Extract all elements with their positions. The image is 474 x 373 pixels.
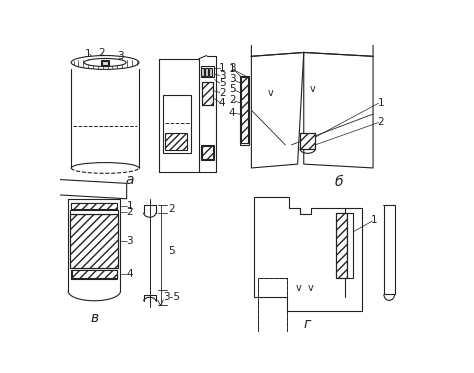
Text: 3-5: 3-5	[163, 292, 180, 303]
Bar	[202, 82, 213, 105]
Text: 1: 1	[85, 49, 91, 59]
Text: 1: 1	[377, 97, 384, 107]
Text: 3: 3	[229, 63, 236, 73]
Text: 1: 1	[127, 201, 133, 211]
Text: 4: 4	[127, 269, 133, 279]
Text: 4: 4	[219, 97, 226, 107]
Text: 3: 3	[219, 70, 226, 81]
Bar	[201, 145, 214, 160]
Bar	[102, 61, 108, 65]
Text: v: v	[268, 88, 273, 97]
Text: в: в	[90, 311, 99, 325]
Bar	[384, 205, 395, 294]
Text: 2: 2	[98, 48, 105, 58]
Polygon shape	[59, 179, 127, 199]
Bar	[71, 270, 118, 279]
Bar	[300, 133, 315, 149]
Polygon shape	[304, 53, 373, 168]
Bar	[71, 214, 118, 268]
Bar	[209, 68, 212, 76]
Bar	[201, 66, 214, 77]
Bar	[257, 278, 287, 343]
Text: б: б	[334, 175, 343, 189]
Text: v: v	[308, 283, 314, 293]
Text: 3: 3	[229, 74, 236, 84]
Bar	[71, 203, 118, 209]
Text: 2: 2	[219, 88, 226, 97]
Text: v: v	[295, 283, 301, 293]
Bar	[163, 95, 191, 153]
Bar	[300, 133, 315, 149]
Bar	[257, 278, 287, 343]
Bar	[202, 146, 213, 159]
Polygon shape	[251, 35, 373, 56]
Text: 2: 2	[229, 95, 236, 105]
Bar	[165, 133, 188, 150]
Text: 5: 5	[168, 246, 174, 256]
Bar	[101, 60, 109, 66]
Text: г: г	[304, 317, 311, 331]
Text: a: a	[126, 172, 134, 186]
Bar	[71, 203, 118, 209]
Polygon shape	[251, 53, 304, 168]
Bar	[71, 210, 118, 214]
Bar	[71, 214, 118, 268]
Bar	[201, 68, 204, 76]
Bar	[336, 213, 347, 278]
Text: 1: 1	[219, 63, 226, 73]
Ellipse shape	[84, 59, 126, 66]
Bar	[241, 77, 247, 143]
Text: 5: 5	[219, 78, 226, 88]
Text: 3: 3	[127, 236, 133, 246]
Ellipse shape	[71, 56, 139, 69]
Text: 4: 4	[229, 107, 236, 117]
Text: v: v	[310, 84, 316, 94]
Bar	[240, 76, 249, 145]
Bar	[336, 213, 347, 278]
Text: 1: 1	[371, 215, 378, 225]
Text: 2: 2	[377, 117, 384, 127]
Text: 2: 2	[127, 207, 133, 217]
Text: 1: 1	[229, 65, 236, 74]
Text: 5: 5	[229, 84, 236, 94]
Bar	[347, 213, 353, 278]
Text: 2: 2	[168, 204, 174, 214]
Text: 3: 3	[117, 50, 124, 60]
Bar	[72, 270, 117, 278]
Bar	[202, 82, 213, 105]
Bar	[205, 68, 208, 76]
